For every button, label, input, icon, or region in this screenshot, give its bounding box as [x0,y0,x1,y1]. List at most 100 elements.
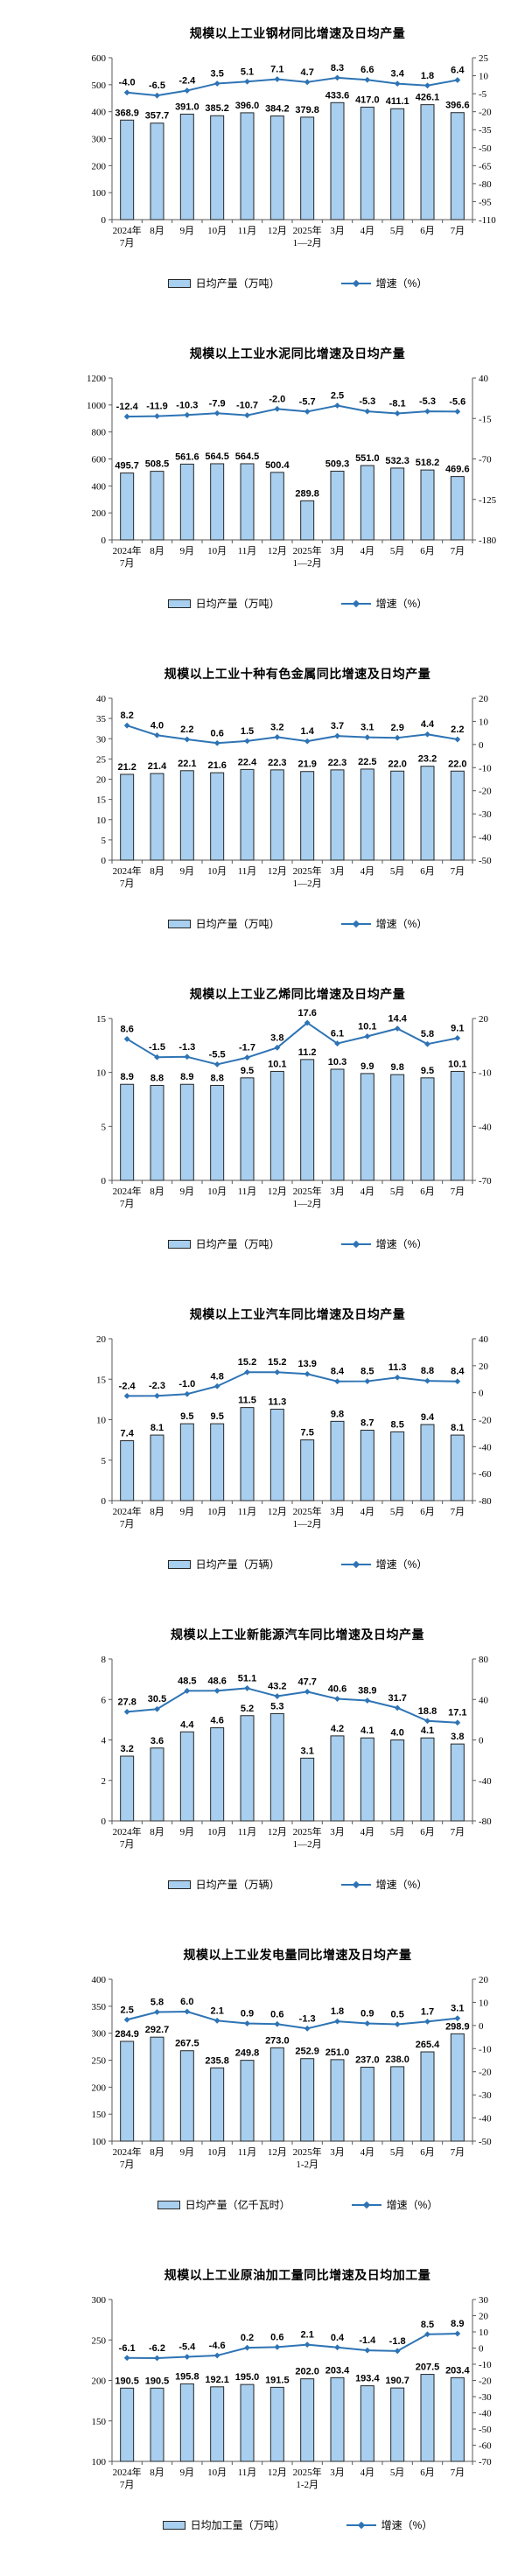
legend-line-label: 增速（%） [375,598,428,610]
bar [390,1431,405,1502]
bar-value-label: 9.8 [331,1409,344,1419]
bar-value-label: 561.6 [175,452,200,462]
bar-value-label: 8.1 [451,1423,464,1433]
line-value-label: 1.8 [421,71,434,81]
line-marker [394,410,401,416]
right-tick-label: -10 [479,763,492,774]
bar-value-label: 3.1 [301,1746,314,1756]
x-category-label: 3月 [330,2468,345,2478]
axes: 40 35 30 25 20 15 10 5 0 20 10 0 -10 -20 -30 -40 -50 [96,694,492,866]
x-category-label: 2024年 [113,1185,142,1197]
x-category-label: 3月 [330,2147,345,2158]
x-category-label: 12月 [268,226,287,236]
bar-value-label: 195.8 [175,2371,200,2382]
line-value-label: -2.3 [149,1381,165,1391]
bar [390,2387,405,2462]
legend-bar-item: 日均加工量（万吨） [162,2517,285,2532]
line-marker [454,1378,461,1385]
legend-bar-label: 日均加工量（万吨） [190,2519,285,2531]
x-category-label: 9月 [180,1827,195,1838]
legend-line-label: 增速（%） [375,918,428,930]
growth-line [127,76,458,97]
left-tick-label: 1200 [87,374,107,384]
bar [210,1727,225,1822]
bar-value-label: 203.4 [326,2365,350,2376]
line-marker [334,732,340,739]
bar [420,1077,435,1181]
left-tick-label: 200 [92,2376,107,2387]
axes: 600 500 400 300 200 100 0 25 10 -5 -20 -35 -50 -65 -80… [92,53,497,226]
chart-block: 规模以上工业钢材同比增速及日均产量 600 500 400 300 200 100 0 25 1… [35,14,525,320]
bar-value-label: 10.1 [448,1059,466,1069]
left-tick-label: 6 [102,1695,107,1705]
left-tick-label: 300 [92,2029,107,2040]
line-marker [394,2021,401,2027]
bar [420,2051,435,2142]
line-value-label: -2.4 [178,76,196,87]
bar [360,2067,374,2142]
x-category-label: 2024年 [113,224,142,236]
line-value-label: 10.1 [358,1021,376,1032]
x-category-label: 4月 [360,866,375,877]
bar-value-label: 391.0 [175,102,200,112]
x-category-label: 12月 [268,546,287,556]
line-marker [214,80,220,87]
x-category-label: 7月 [451,866,466,877]
right-tick-label: -50 [479,856,492,866]
x-category-label: 5月 [390,1186,405,1197]
bars-group: 190.5 190.5 195.8 192.1 195.0 191.5 202.0 203.4… [115,2362,470,2462]
x-category-label: 7月 [120,1519,135,1530]
right-tick-label: -20 [479,108,492,118]
bar [240,1077,255,1181]
legend-line-item: 增速（%） [340,1557,427,1572]
bar [210,463,225,541]
x-category-label: 7月 [451,1507,466,1517]
bar [179,113,194,220]
bar [330,2376,345,2462]
line-value-label: 2.2 [451,724,464,735]
line-value-label: 8.4 [331,1367,345,1377]
line-value-label: 17.6 [298,1008,316,1018]
line-swatch-icon [346,2521,376,2530]
line-marker [364,1032,371,1040]
line-marker-icon [352,599,360,607]
bar-value-label: 379.8 [295,105,319,116]
line-value-label: 8.4 [451,1367,465,1377]
line-marker [454,1719,461,1726]
line-value-label: -1.7 [239,1043,256,1054]
right-tick-label: 40 [479,1334,489,1345]
bar-value-label: 190.7 [385,2376,410,2386]
x-category-label: 3月 [330,1507,345,1517]
line-value-label: 38.9 [358,1686,376,1697]
right-tick-label: -10 [479,2360,492,2370]
legend-line-item: 增速（%） [340,596,428,611]
line-value-label: -1.5 [149,1042,165,1053]
bar-swatch-icon [162,2520,186,2530]
bars-group: 8.9 8.8 8.9 8.8 9.5 10.1 11.2 10.3 9.9 9.8 9.5 10.1 [120,1047,467,1181]
x-category-label: 11月 [238,226,257,236]
legend-line-item: 增速（%） [340,1877,427,1892]
x-category-label: 9月 [180,2147,195,2158]
right-tick-label: -80 [479,179,492,190]
bar-value-label: 8.7 [360,1418,374,1429]
bar-value-label: 9.5 [241,1066,254,1076]
x-category-label: 4月 [360,2147,375,2158]
right-tick-label: -5 [479,89,487,100]
legend-bar-label: 日均产量（亿千瓦时） [185,2199,290,2211]
x-category-label: 1—2月 [293,1519,322,1530]
bar-value-label: 193.4 [355,2374,380,2384]
right-tick-label: -70 [479,455,492,466]
line-marker-icon [352,1240,360,1248]
line-value-label: 8.8 [421,1366,434,1376]
left-tick-label: 20 [96,775,107,786]
legend-line-item: 增速（%） [340,276,427,290]
line-value-label: -2.0 [269,394,285,404]
x-category-label: 11月 [238,866,257,877]
x-category-label: 8月 [150,1827,164,1838]
line-value-label: 0.9 [241,2008,254,2019]
x-category-label: 9月 [180,2468,195,2478]
line-marker [454,2015,461,2022]
chart-legend: 日均产量（万吨） 增速（%） [35,916,525,931]
line-value-label: 1.8 [331,2006,344,2017]
right-tick-label: 25 [479,53,489,64]
